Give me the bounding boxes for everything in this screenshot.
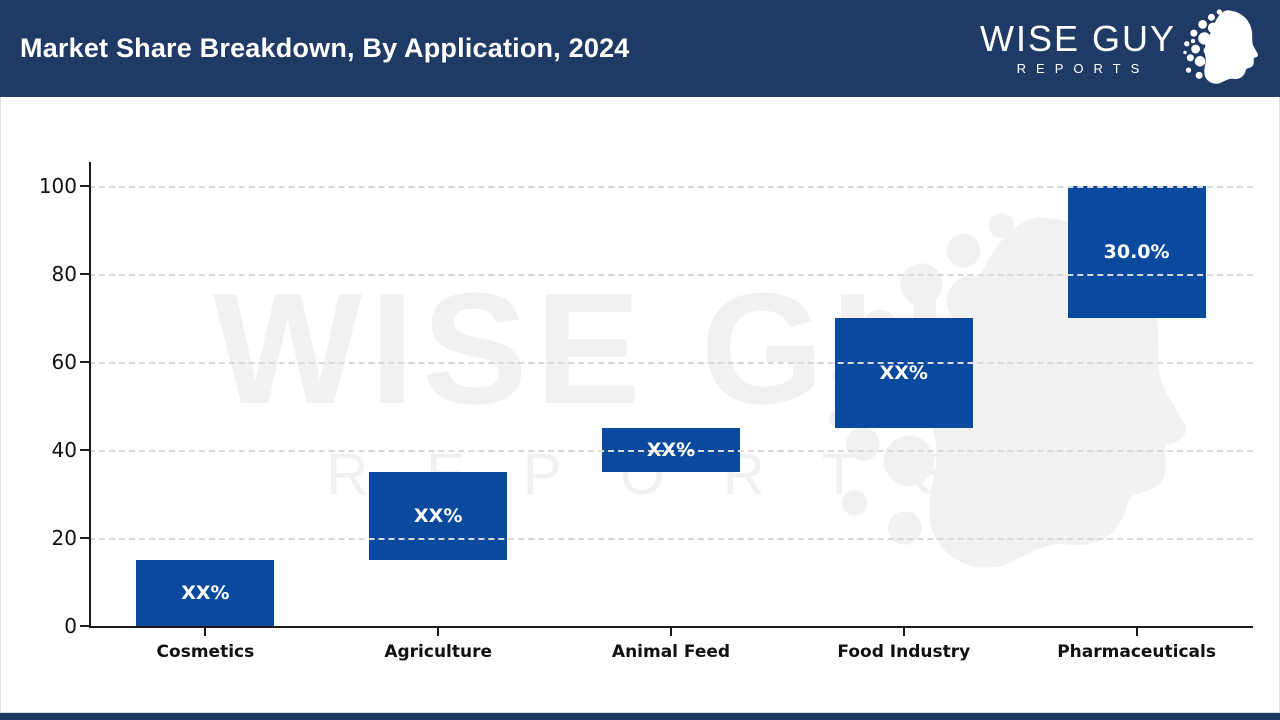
y-tick-mark-80: [80, 273, 89, 275]
y-tick-mark-0: [80, 625, 89, 627]
y-tick-mark-100: [80, 185, 89, 187]
bar-agriculture: [369, 472, 508, 560]
gridline-100: [89, 186, 1253, 188]
y-tick-label-60: 60: [51, 350, 77, 374]
wiseguy-logo: WISE GUY REPORTS: [980, 5, 1266, 93]
dotted-head-icon: [1183, 8, 1259, 84]
y-tick-mark-20: [80, 537, 89, 539]
y-tick-mark-60: [80, 361, 89, 363]
bar-cosmetics: [136, 560, 275, 626]
chart-title: Market Share Breakdown, By Application, …: [20, 33, 630, 63]
bar-value-label-2: XX%: [414, 505, 463, 527]
x-tick-label-1: Cosmetics: [156, 642, 255, 662]
bar-value-label-1: XX%: [181, 582, 230, 604]
y-tick-label-0: 0: [64, 614, 77, 638]
x-tick-mark-3: [670, 628, 672, 636]
x-tick-mark-4: [902, 628, 905, 636]
y-tick-label-20: 20: [51, 526, 77, 550]
y-axis-line: [89, 162, 91, 628]
bar-value-label-4: XX%: [879, 362, 928, 384]
y-tick-label-40: 40: [51, 438, 77, 462]
x-tick-mark-2: [437, 628, 440, 636]
logo-wordmark-line1: WISE GUY: [979, 18, 1176, 59]
gridline-80: [89, 274, 1253, 276]
x-tick-label-4: Food Industry: [837, 642, 971, 662]
x-tick-label-5: Pharmaceuticals: [1057, 642, 1216, 662]
y-tick-mark-40: [80, 449, 89, 451]
bar-value-label-3: XX%: [646, 439, 696, 461]
logo-wordmark: WISE GUY REPORTS: [979, 18, 1176, 77]
footer-hairline: [0, 712, 1280, 713]
gridline-60: [89, 362, 1253, 364]
header-bar: Market Share Breakdown, By Application, …: [0, 0, 1280, 97]
x-tick-label-2: Agriculture: [384, 642, 493, 662]
gridline-40: [89, 450, 1253, 452]
gridline-20: [89, 538, 1253, 540]
logo-wordmark-line2: REPORTS: [1016, 61, 1150, 76]
y-tick-label-80: 80: [51, 262, 77, 286]
x-tick-label-3: Animal Feed: [611, 642, 731, 662]
bar-value-label-5: 30.0%: [1103, 241, 1170, 263]
x-tick-mark-1: [204, 628, 207, 636]
y-tick-label-100: 100: [38, 174, 77, 198]
x-tick-mark-5: [1135, 628, 1138, 636]
footer-bar: [0, 713, 1280, 720]
chart-area: WISE GUY REPORTS 0 20 40 60 80 100 XX% Cosmetic…: [0, 97, 1280, 713]
x-axis-line: [89, 626, 1253, 628]
